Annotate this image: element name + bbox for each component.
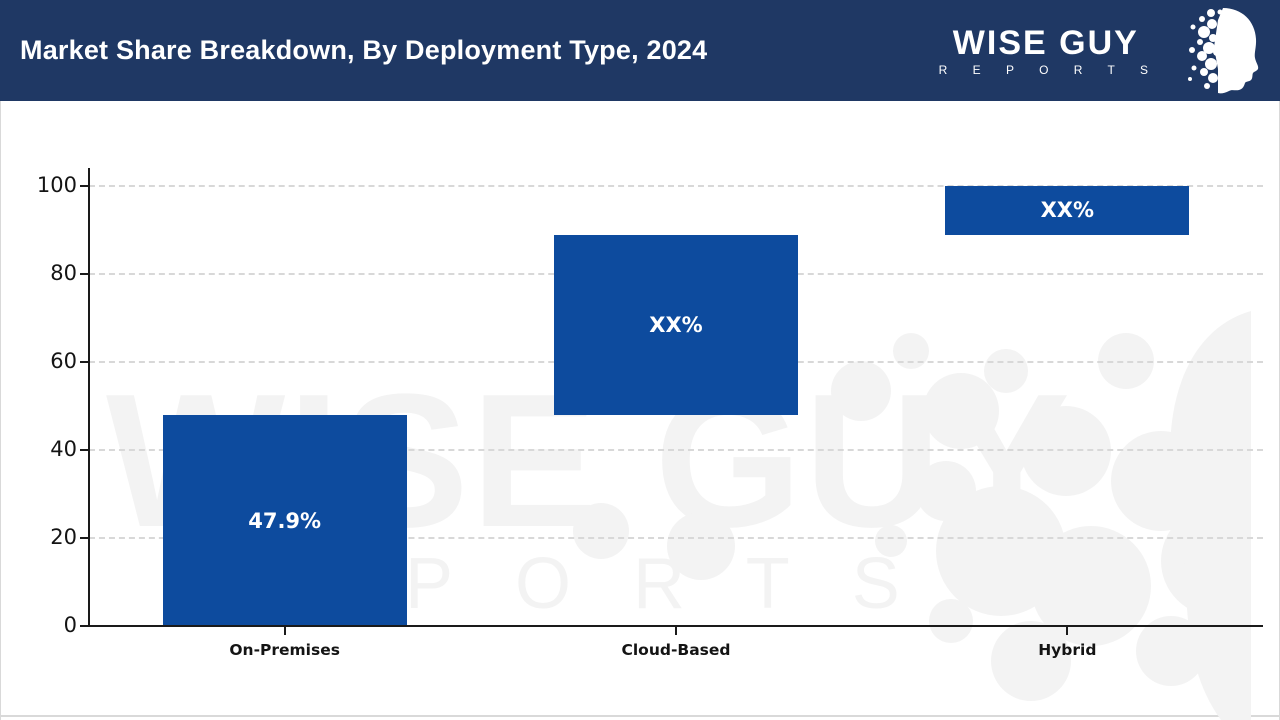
y-axis-line (88, 168, 90, 627)
bar-on-premises: 47.9% (162, 415, 407, 626)
chart-canvas: WISE GUY REPORTS 0 20 40 60 80 100 47.9% On-Pre… (0, 101, 1280, 720)
ytick-label-0: 0 (63, 613, 77, 637)
ytick-mark-100 (80, 185, 89, 187)
x-axis-line (88, 625, 1263, 627)
bar-value-label: 47.9% (248, 508, 322, 533)
ytick-mark-0 (80, 625, 89, 627)
ytick-mark-80 (80, 273, 89, 275)
gridline-y-20 (89, 537, 1263, 539)
xtick-mark-1 (675, 626, 677, 635)
logo-subtitle: R E P O R T S (938, 62, 1159, 77)
wiseguy-face-logo-icon (1188, 7, 1259, 93)
bar-cloud-based: XX% (554, 234, 798, 416)
bottom-rule (0, 715, 1280, 717)
header-band: Market Share Breakdown, By Deployment Ty… (0, 0, 1280, 101)
watermark-face-icon (573, 311, 1251, 720)
ytick-label-60: 60 (50, 349, 77, 373)
ytick-label-40: 40 (50, 437, 77, 461)
bar-value-label: XX% (1040, 198, 1095, 223)
xtick-label-2: Hybrid (1038, 641, 1097, 659)
ytick-mark-20 (80, 537, 89, 539)
gridline-y-100 (89, 185, 1263, 187)
ytick-label-80: 80 (50, 261, 77, 285)
logo-wordmark: WISE GUY (952, 23, 1139, 62)
gridline-y-40 (89, 449, 1263, 451)
bar-hybrid: XX% (945, 186, 1190, 235)
xtick-label-1: Cloud-Based (621, 641, 731, 659)
bar-value-label: XX% (649, 313, 703, 338)
ytick-label-100: 100 (36, 173, 77, 197)
xtick-label-0: On-Premises (229, 641, 340, 659)
xtick-mark-0 (283, 626, 286, 635)
ytick-mark-40 (80, 449, 89, 451)
xtick-mark-2 (1066, 626, 1069, 635)
chart-title: Market Share Breakdown, By Deployment Ty… (20, 35, 708, 65)
ytick-label-20: 20 (50, 525, 77, 549)
ytick-mark-60 (80, 361, 89, 363)
wiseguy-logo-text: WISE GUY R E P O R T S (933, 26, 1159, 76)
wiseguy-logo: WISE GUY R E P O R T S (933, 7, 1260, 95)
